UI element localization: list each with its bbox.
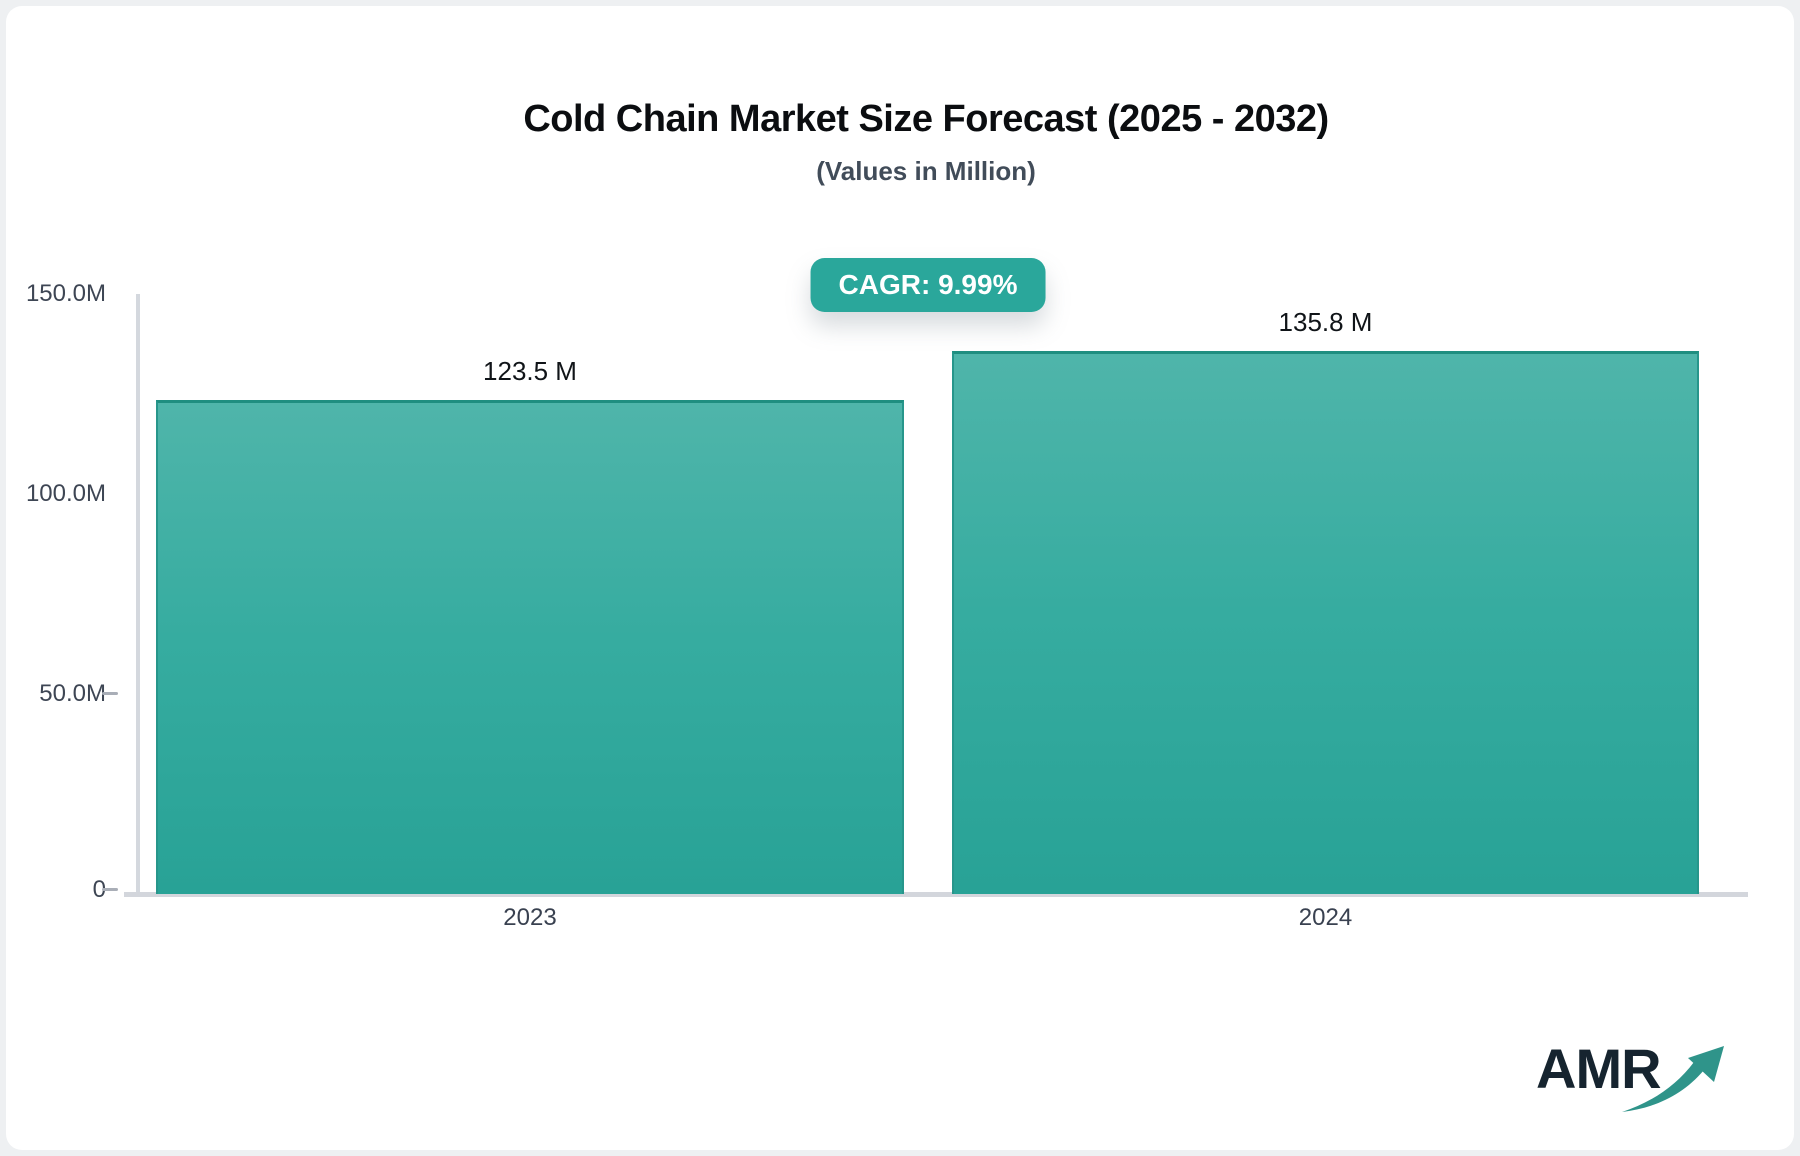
y-axis-tick-label: 0 bbox=[92, 876, 106, 903]
bar-value-label: 135.8 M bbox=[1278, 306, 1373, 337]
y-axis-tick-label: 100.0M bbox=[25, 480, 106, 507]
x-axis-line bbox=[124, 892, 1748, 897]
y-axis-line bbox=[136, 294, 140, 894]
x-axis-category-label: 2023 bbox=[503, 904, 557, 931]
y-axis-tick-mark bbox=[102, 888, 118, 891]
bar-2024[interactable] bbox=[952, 350, 1699, 894]
y-axis-tick-mark bbox=[102, 692, 118, 695]
growth-arrow-icon bbox=[1622, 1046, 1724, 1112]
amr-logo: AMR bbox=[1528, 1032, 1728, 1122]
amr-logo-text: AMR bbox=[1536, 1037, 1662, 1100]
cagr-badge: CAGR: 9.99% bbox=[810, 258, 1046, 312]
chart-title: Cold Chain Market Size Forecast (2025 - … bbox=[523, 98, 1329, 140]
bar-2023[interactable] bbox=[156, 400, 904, 894]
y-axis-tick-label: 50.0M bbox=[39, 680, 106, 707]
chart-subtitle: (Values in Million) bbox=[816, 156, 1036, 186]
chart-card: Cold Chain Market Size Forecast (2025 - … bbox=[6, 6, 1794, 1150]
y-axis-tick-label: 150.0M bbox=[25, 280, 106, 307]
bar-value-label: 123.5 M bbox=[483, 356, 577, 386]
x-axis-category-label: 2024 bbox=[1298, 904, 1353, 931]
